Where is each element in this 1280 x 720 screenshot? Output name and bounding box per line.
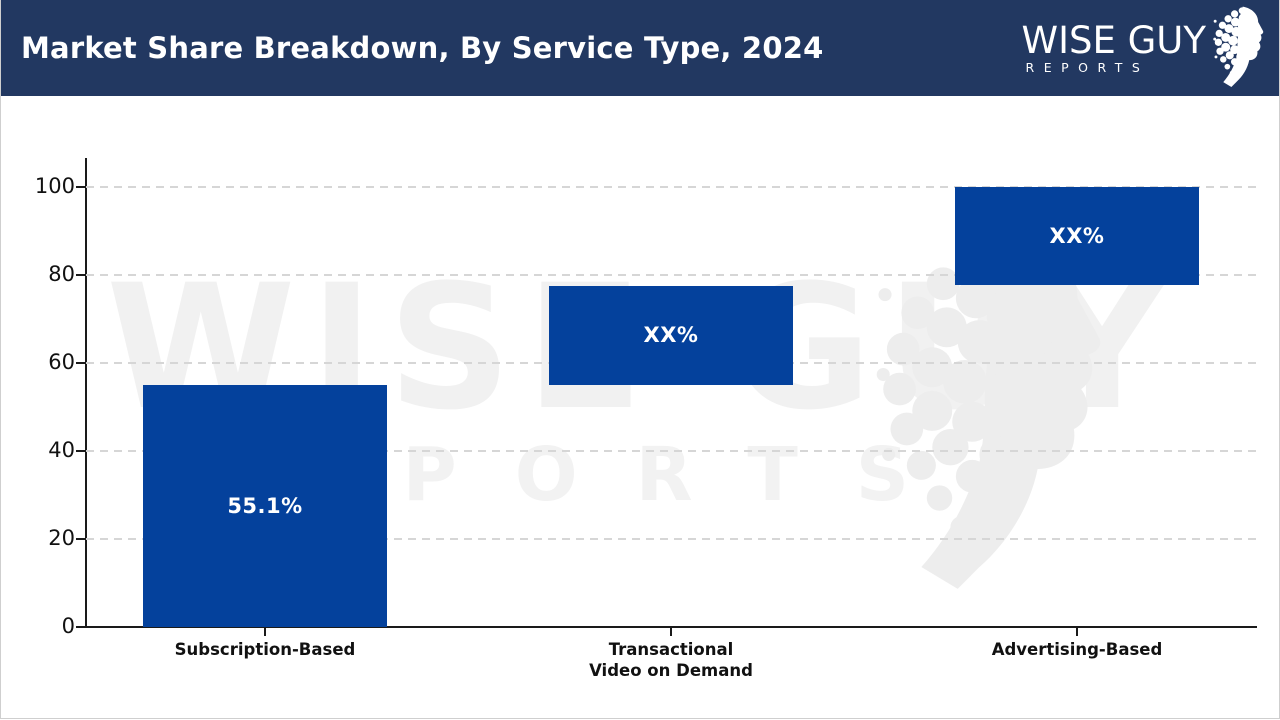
y-tick-label: 0 — [61, 614, 75, 638]
logo-text: WISE GUY REPORTS — [1022, 22, 1206, 75]
bar-segment: XX% — [955, 187, 1199, 286]
x-category-label: Advertising-Based — [991, 640, 1163, 659]
y-tick-mark — [76, 274, 85, 276]
x-tick-mark — [1076, 628, 1078, 636]
logo-wordmark: WISE GUY — [1021, 18, 1206, 62]
gridline — [86, 450, 1256, 452]
y-tick-label: 60 — [48, 350, 75, 374]
y-tick-mark — [76, 538, 85, 540]
x-tick-mark — [670, 628, 672, 636]
y-tick-mark — [76, 626, 85, 628]
x-tick-mark — [264, 628, 266, 636]
x-category-label: Subscription-Based — [174, 640, 356, 659]
logo-subtitle: REPORTS — [1025, 59, 1150, 75]
bar-segment: 55.1% — [143, 384, 387, 627]
wise-guy-reports-logo: WISE GUY REPORTS — [1022, 0, 1269, 96]
x-category-label: Transactional Video on Demand — [589, 640, 753, 680]
chart-title: Market Share Breakdown, By Service Type,… — [21, 31, 824, 65]
y-tick-label: 20 — [48, 526, 75, 550]
gridline — [86, 186, 1256, 188]
x-axis-line — [85, 626, 1257, 628]
bar-value-label: 55.1% — [227, 493, 303, 518]
y-tick-mark — [76, 450, 85, 452]
bar-segment: XX% — [549, 285, 793, 385]
gridline — [86, 274, 1256, 276]
y-tick-label: 40 — [48, 438, 75, 462]
gridline — [86, 538, 1256, 540]
bar-value-label: XX% — [1049, 224, 1105, 249]
y-tick-mark — [76, 362, 85, 364]
y-tick-mark — [76, 186, 85, 188]
y-axis-line — [85, 158, 87, 628]
y-tick-label: 80 — [48, 262, 75, 286]
header-bar: Market Share Breakdown, By Service Type,… — [1, 0, 1279, 96]
bar-value-label: XX% — [643, 323, 699, 348]
y-tick-label: 100 — [34, 174, 75, 198]
